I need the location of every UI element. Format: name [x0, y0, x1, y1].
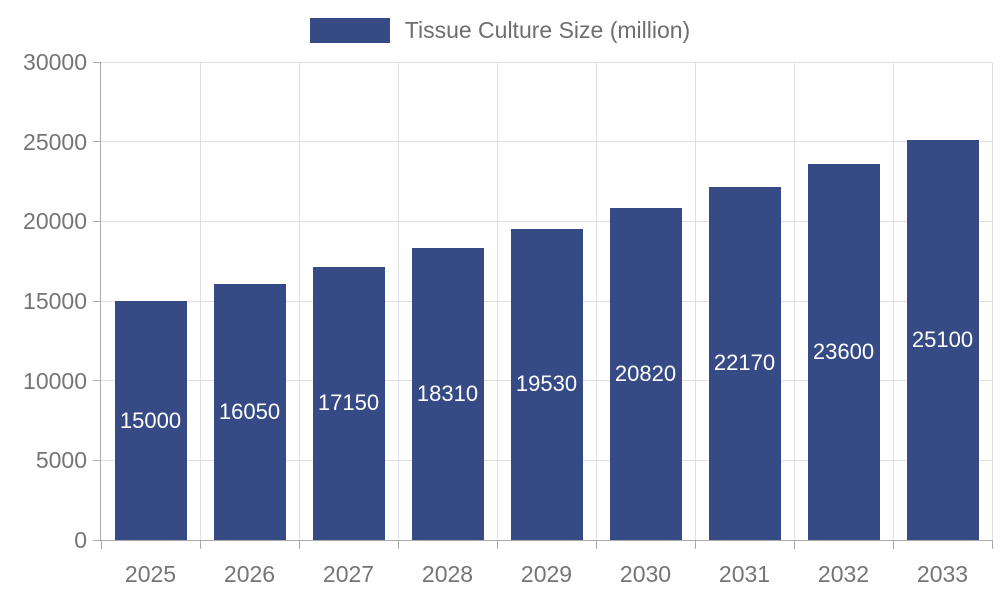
x-axis-tick-label: 2029: [520, 561, 573, 587]
x-axis-tick-label: 2027: [322, 561, 375, 587]
bar-2030[interactable]: [609, 208, 682, 540]
x-axis-tick: [496, 540, 498, 549]
y-axis-tick: [93, 61, 101, 63]
y-axis-tick-label: 25000: [23, 128, 87, 155]
bar-value-label: 16050: [218, 399, 281, 425]
bar-value-label: 23600: [812, 338, 875, 364]
gridline-vertical: [199, 62, 201, 540]
gridline-vertical: [595, 62, 597, 540]
x-axis-tick-label: 2032: [817, 561, 870, 587]
y-axis-tick-label: 15000: [23, 288, 87, 314]
x-axis-tick: [199, 540, 201, 549]
bar-2027[interactable]: [312, 266, 385, 540]
x-axis-tick: [595, 540, 597, 549]
x-axis-tick: [397, 540, 399, 549]
y-axis-tick-label: 0: [74, 527, 87, 553]
x-axis-line: [93, 540, 992, 541]
y-axis-tick-label: 30000: [23, 49, 87, 75]
gridline-vertical: [298, 62, 300, 540]
bar-value-label: 15000: [119, 407, 182, 433]
y-axis-tick: [93, 300, 101, 302]
bar-2025[interactable]: [114, 301, 187, 540]
bar-value-label: 22170: [713, 350, 776, 376]
x-axis-tick: [793, 540, 795, 549]
x-axis-tick: [100, 540, 102, 549]
bar-value-label: 19530: [515, 371, 578, 397]
x-axis-tick-label: 2033: [916, 561, 969, 587]
y-axis-tick: [93, 539, 101, 541]
x-axis-tick-label: 2031: [718, 561, 771, 587]
bar-value-label: 18310: [416, 381, 479, 407]
bar-2033[interactable]: [906, 140, 979, 540]
bar-value-label: 25100: [911, 327, 974, 353]
x-axis-tick: [298, 540, 300, 549]
y-axis-tick: [93, 380, 101, 382]
gridline-vertical: [892, 62, 894, 540]
y-axis-tick: [93, 459, 101, 461]
gridline-vertical: [496, 62, 498, 540]
x-axis-tick-label: 2026: [223, 561, 276, 587]
x-axis-tick: [892, 540, 894, 549]
legend-swatch: [309, 18, 390, 43]
x-axis-tick-label: 2025: [124, 561, 177, 587]
gridline-horizontal: [101, 220, 992, 222]
gridline-horizontal: [101, 141, 992, 143]
bar-value-label: 20820: [614, 361, 677, 387]
bar-2032[interactable]: [807, 163, 880, 540]
legend-label: Tissue Culture Size (million): [404, 17, 691, 43]
x-axis-tick: [991, 540, 993, 549]
y-axis-tick-label: 20000: [23, 208, 87, 235]
bar-2028[interactable]: [411, 248, 484, 540]
x-axis-tick-label: 2030: [619, 561, 672, 587]
gridline-vertical: [694, 62, 696, 540]
legend[interactable]: Tissue Culture Size (million): [0, 17, 1000, 44]
gridline-vertical: [793, 62, 795, 540]
x-axis-tick: [694, 540, 696, 549]
gridline-horizontal: [101, 61, 992, 63]
bar-2026[interactable]: [213, 284, 286, 540]
y-axis-tick: [93, 141, 101, 143]
y-axis-tick-label: 5000: [35, 447, 87, 474]
bar-2031[interactable]: [708, 186, 781, 540]
bar-value-label: 17150: [317, 390, 380, 416]
bar-2029[interactable]: [510, 228, 583, 540]
gridline-vertical: [991, 62, 993, 540]
y-axis-tick-label: 10000: [23, 367, 87, 394]
x-axis-tick-label: 2028: [421, 561, 474, 587]
y-axis-line: [100, 62, 101, 541]
y-axis-tick: [93, 220, 101, 222]
gridline-vertical: [397, 62, 399, 540]
